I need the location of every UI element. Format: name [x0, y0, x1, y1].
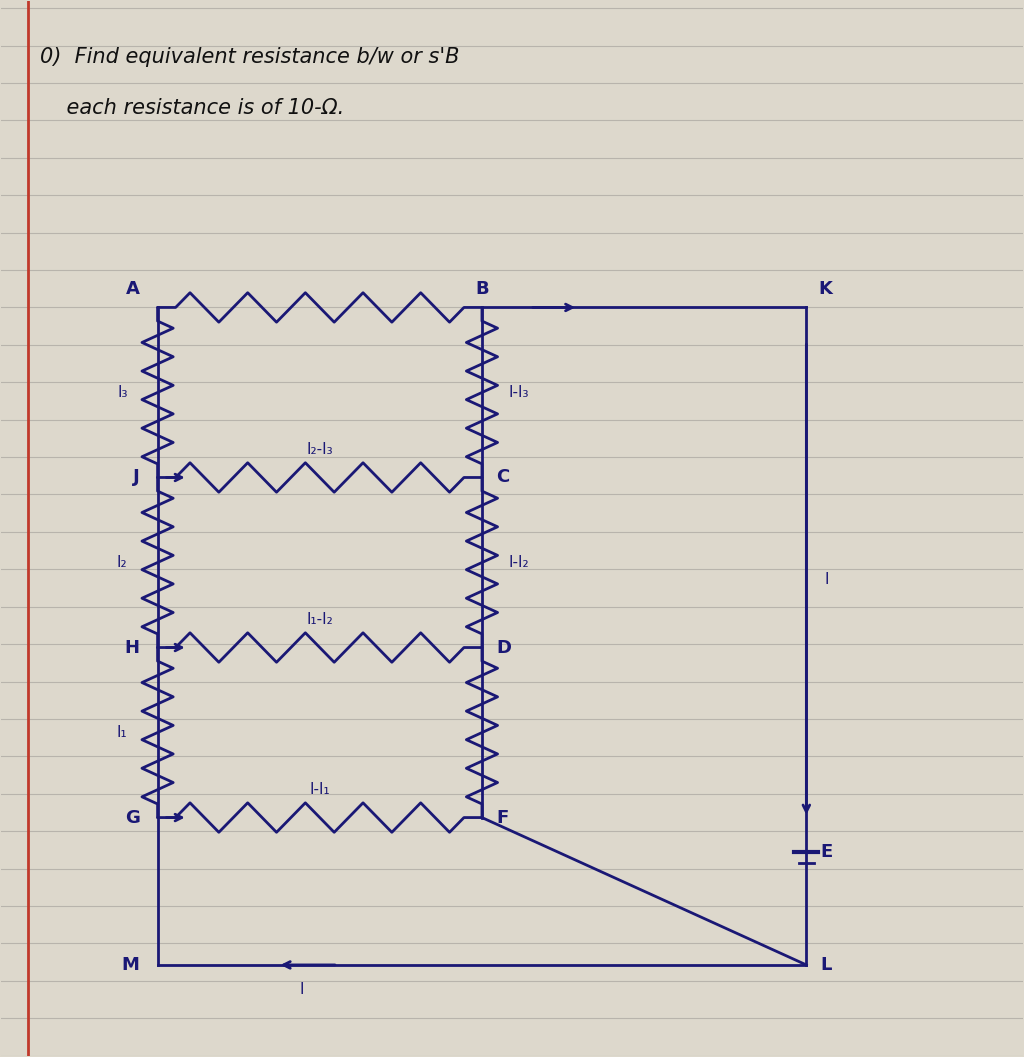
Text: L: L: [821, 956, 833, 973]
Text: A: A: [126, 280, 139, 298]
Text: F: F: [497, 809, 509, 827]
Text: K: K: [818, 280, 833, 298]
Text: I₁: I₁: [117, 725, 128, 740]
Text: H: H: [125, 638, 139, 656]
Text: I: I: [824, 572, 828, 587]
Text: 0)  Find equivalent resistance b/w or s'B: 0) Find equivalent resistance b/w or s'B: [40, 47, 460, 67]
Text: I-I₃: I-I₃: [508, 385, 528, 400]
Text: I₂: I₂: [117, 555, 128, 570]
Text: I-I₁: I-I₁: [309, 782, 330, 797]
Text: J: J: [133, 468, 139, 486]
Text: I: I: [299, 982, 304, 997]
Text: I₁-I₂: I₁-I₂: [306, 612, 333, 627]
Text: I₃: I₃: [117, 385, 128, 400]
Text: C: C: [497, 468, 510, 486]
Text: G: G: [125, 809, 139, 827]
Text: I₂-I₃: I₂-I₃: [306, 442, 333, 457]
Text: B: B: [475, 280, 488, 298]
Text: E: E: [821, 842, 833, 860]
Text: I-I₂: I-I₂: [508, 555, 529, 570]
Text: M: M: [122, 956, 139, 973]
Text: each resistance is of 10-Ω.: each resistance is of 10-Ω.: [40, 97, 344, 117]
Text: D: D: [497, 638, 511, 656]
